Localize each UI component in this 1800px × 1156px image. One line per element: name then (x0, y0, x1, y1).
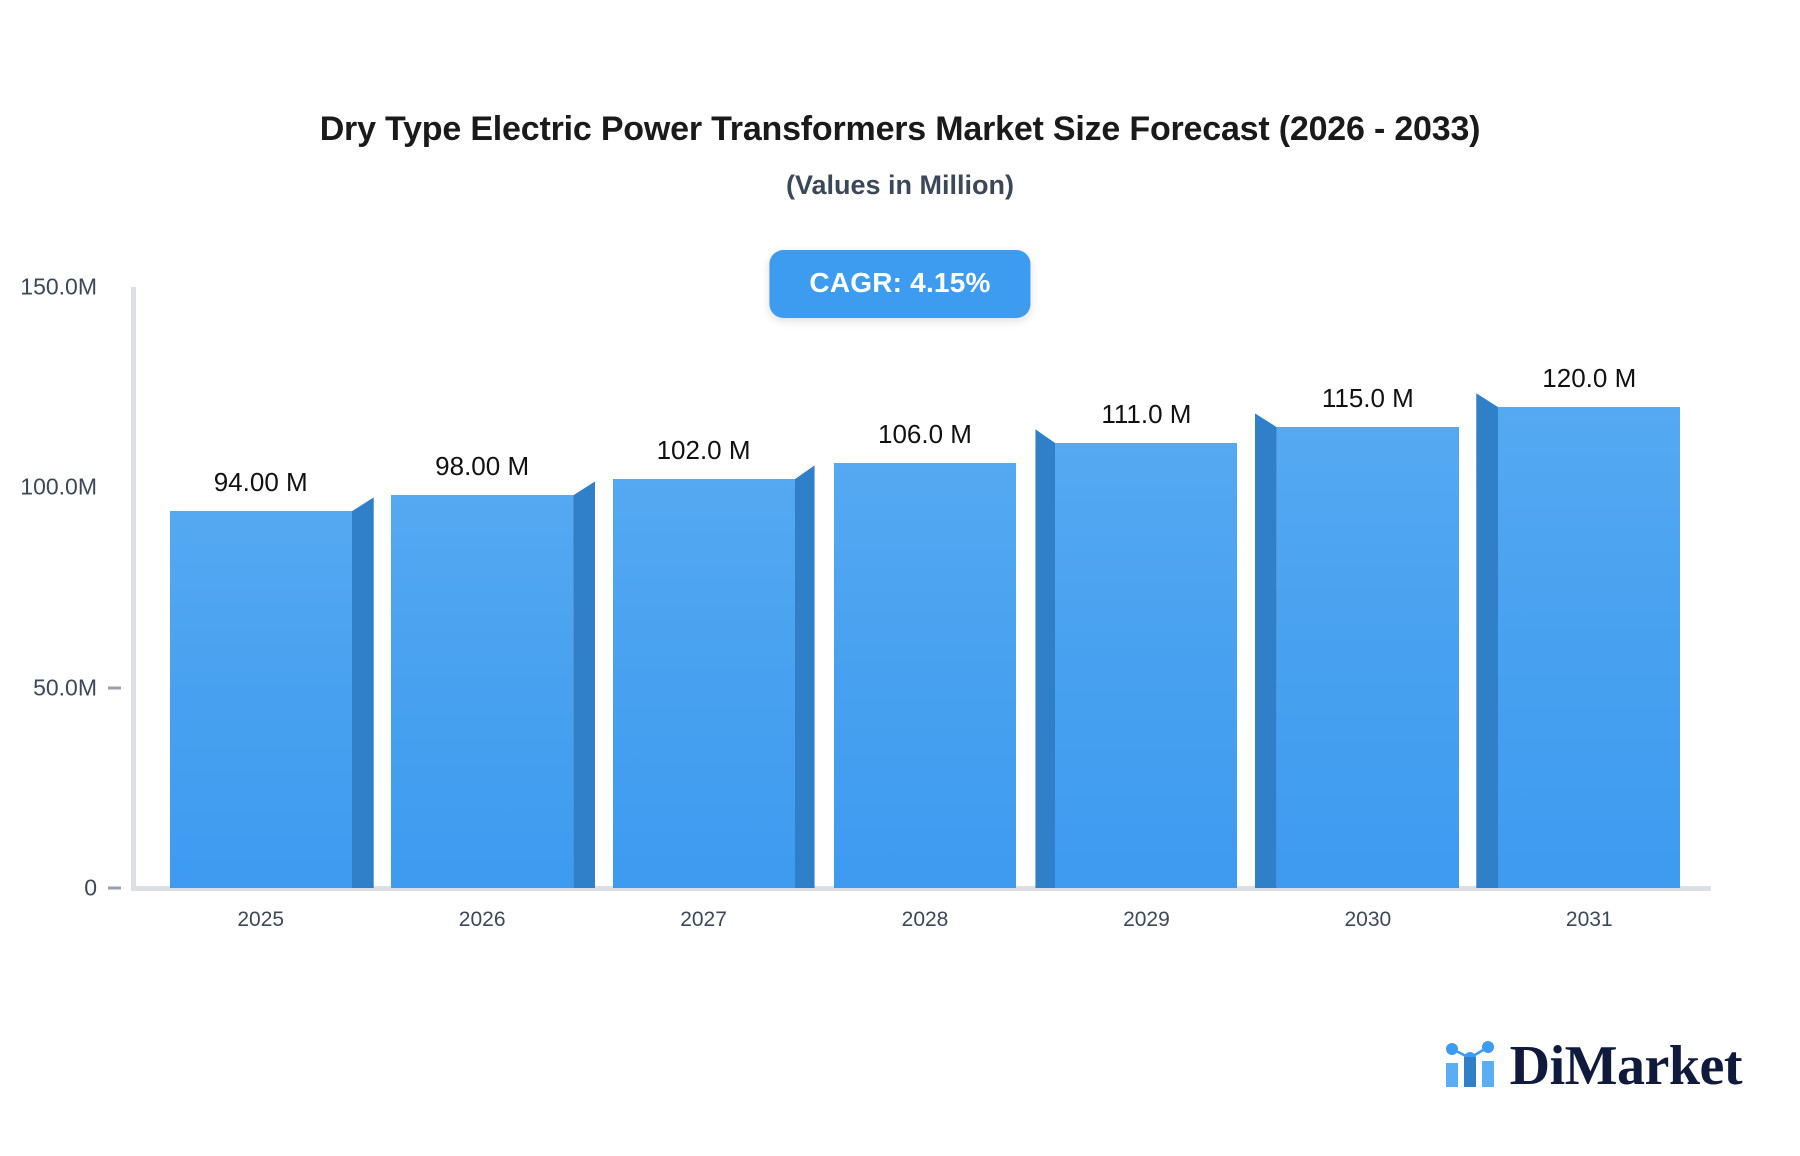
bar-2025[interactable] (169, 0, 374, 1156)
bar-front-face (169, 511, 352, 888)
x-axis-tick-label: 2025 (237, 908, 285, 931)
bar-2029[interactable] (1035, 0, 1238, 1156)
bar-side-face (1035, 429, 1056, 888)
x-axis-tick-label: 2027 (680, 908, 727, 931)
y-axis-tick-label: 0 (84, 874, 97, 901)
bar-2026[interactable] (391, 0, 596, 1156)
bar-front-face (1498, 407, 1681, 888)
bar-side-face (1254, 413, 1277, 888)
x-axis-tick-label: 2030 (1344, 908, 1392, 931)
x-axis-tick-label: 2026 (458, 908, 506, 931)
x-axis-tick-label: 2031 (1565, 908, 1613, 931)
bar-side-face (1476, 393, 1499, 888)
bar-2028[interactable] (834, 0, 1016, 1156)
y-axis-tick-label: 100.0M (20, 473, 97, 500)
bar-value-label: 111.0 M (1101, 399, 1192, 430)
bar-side-face (573, 481, 596, 888)
bar-value-label: 106.0 M (878, 419, 972, 450)
bar-front-face (391, 495, 574, 888)
y-axis-tick-label: 150.0M (20, 273, 97, 300)
bar-value-label: 115.0 M (1321, 383, 1414, 414)
cagr-badge: CAGR: 4.15% (769, 250, 1031, 318)
bar-2027[interactable] (612, 0, 815, 1156)
dimarket-logo: DiMarket (1443, 1034, 1743, 1097)
bar-2030[interactable] (1254, 0, 1459, 1156)
bar-side-face (351, 497, 374, 888)
logo-wordmark: DiMarket (1509, 1034, 1743, 1097)
bar-value-label: 120.0 M (1542, 363, 1637, 394)
bar-2031[interactable] (1476, 0, 1681, 1156)
bar-value-label: 102.0 M (656, 435, 751, 466)
x-axis-tick-label: 2028 (901, 908, 949, 931)
bar-front-face (1276, 427, 1459, 888)
x-axis-line (131, 886, 1711, 891)
y-axis-line (131, 287, 136, 889)
x-axis-tick-label: 2029 (1123, 908, 1170, 931)
bar-front-face (1055, 443, 1238, 888)
bar-front-face (612, 479, 795, 888)
bar-value-label: 98.00 M (435, 451, 530, 482)
y-axis-tick-mark (108, 886, 121, 890)
chart-subtitle: (Values in Million) (785, 170, 1015, 200)
y-axis-tick-mark (108, 686, 121, 690)
chart-title: Dry Type Electric Power Transformers Mar… (319, 110, 1481, 148)
bar-value-label: 94.00 M (213, 467, 308, 498)
y-axis-tick-label: 50.0M (33, 674, 97, 701)
bar-front-face (834, 463, 1016, 888)
bar-chart-dots-icon (1443, 1037, 1497, 1094)
bar-side-face (794, 465, 815, 888)
